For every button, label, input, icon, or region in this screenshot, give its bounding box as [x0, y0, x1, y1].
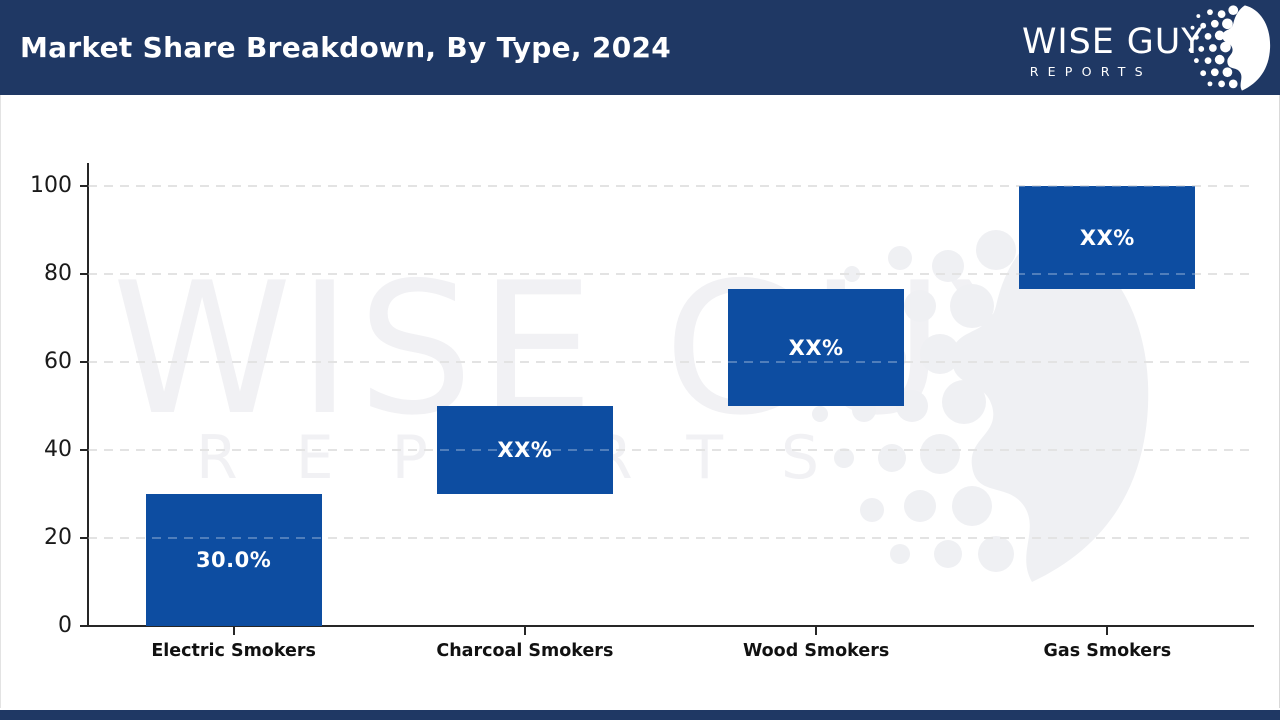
bar-label-gas-smokers: XX%	[1079, 225, 1135, 250]
y-tick-100	[80, 185, 88, 187]
x-tick-electric-smokers	[232, 626, 235, 635]
x-tick-charcoal-smokers	[523, 626, 526, 635]
bar-label-electric-smokers: 30.0%	[195, 548, 272, 572]
gridline-overlay-20	[88, 537, 1253, 539]
y-tick-20	[80, 537, 88, 539]
bar-charcoal-smokers: XX%	[436, 406, 613, 494]
y-tick-label-40: 40	[44, 437, 72, 462]
bar-label-wood-smokers: XX%	[788, 335, 844, 360]
x-tick-wood-smokers	[815, 626, 818, 635]
gridline-80	[88, 273, 1253, 275]
bar-label-charcoal-smokers: XX%	[497, 438, 553, 462]
bar-wood-smokers: XX%	[728, 289, 905, 406]
y-tick-60	[80, 361, 88, 363]
y-tick-label-60: 60	[44, 349, 72, 374]
x-tick-gas-smokers	[1106, 626, 1109, 635]
gridline-100	[88, 185, 1253, 187]
y-tick-0	[80, 625, 88, 627]
gridline-overlay-100	[88, 185, 1253, 187]
page-title: Market Share Breakdown, By Type, 2024	[20, 31, 672, 64]
gridline-40	[88, 449, 1253, 451]
y-tick-label-20: 20	[44, 525, 72, 550]
y-tick-80	[80, 273, 88, 275]
y-axis-spine	[87, 163, 89, 627]
gridline-overlay-60	[88, 361, 1253, 363]
gridline-overlay-40	[88, 449, 1253, 451]
gridline-overlay-80	[88, 273, 1253, 275]
logo-reports-text: REPORTS	[1030, 64, 1152, 79]
bar-electric-smokers: 30.0%	[145, 494, 322, 626]
y-tick-label-80: 80	[44, 261, 72, 286]
bar-gas-smokers: XX%	[1019, 186, 1196, 290]
category-label-charcoal-smokers: Charcoal Smokers	[436, 641, 614, 661]
wise-guy-logo: WISE GUY REPORTS	[1022, 4, 1271, 91]
x-axis-spine	[86, 625, 1254, 627]
category-label-wood-smokers: Wood Smokers	[742, 641, 890, 661]
face-profile-icon	[1188, 4, 1271, 91]
y-tick-40	[80, 449, 88, 451]
header-bar: Market Share Breakdown, By Type, 2024 WI…	[0, 0, 1280, 95]
category-label-gas-smokers: Gas Smokers	[1043, 641, 1172, 661]
gridline-20	[88, 537, 1253, 539]
category-label-electric-smokers: Electric Smokers	[151, 641, 316, 661]
y-tick-label-0: 0	[58, 613, 72, 638]
gridline-60	[88, 361, 1253, 363]
footer-bar	[0, 710, 1280, 720]
logo-brand-text: WISE GUY	[1022, 21, 1204, 61]
y-tick-label-100: 100	[30, 173, 72, 198]
